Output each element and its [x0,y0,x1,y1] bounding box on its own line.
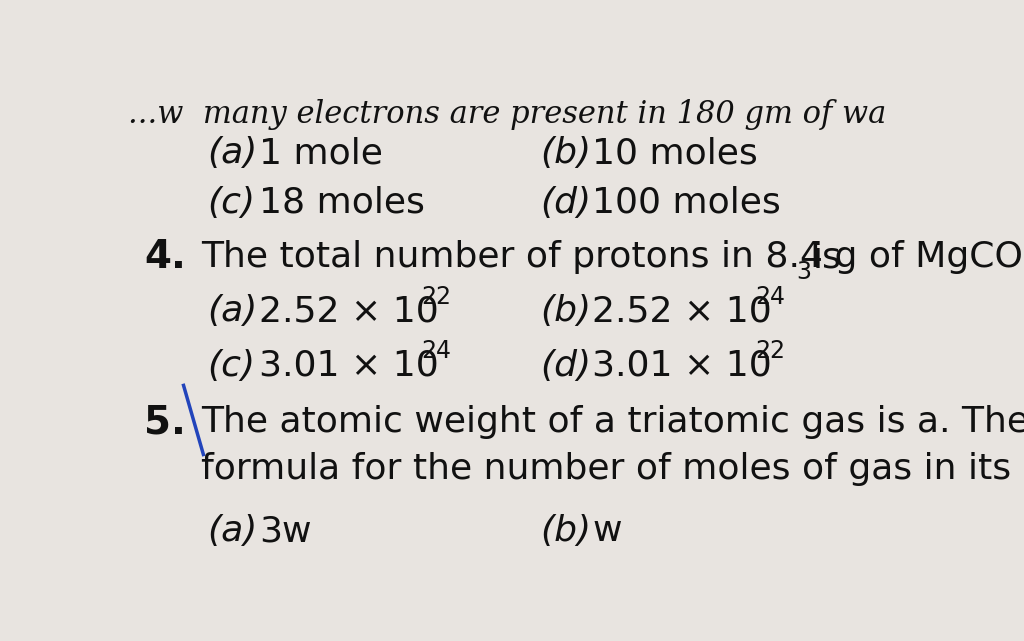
Text: 1 mole: 1 mole [259,137,383,171]
Text: formula for the number of moles of gas in its w: formula for the number of moles of gas i… [201,453,1024,487]
Text: 18 moles: 18 moles [259,186,425,220]
Text: 3.01 × 10: 3.01 × 10 [592,349,772,383]
Text: 4.: 4. [143,238,185,276]
Text: (d): (d) [541,349,592,383]
Text: 22: 22 [422,285,452,308]
Text: 22: 22 [755,339,785,363]
Text: (a): (a) [207,294,258,328]
Text: (c): (c) [207,186,255,220]
Text: w: w [592,514,622,548]
Text: The atomic weight of a triatomic gas is a. The cor: The atomic weight of a triatomic gas is … [201,405,1024,440]
Text: 10 moles: 10 moles [592,137,758,171]
Text: 2.52 × 10: 2.52 × 10 [592,294,772,328]
Text: The total number of protons in 8.4 g of MgCO: The total number of protons in 8.4 g of … [201,240,1023,274]
Text: (c): (c) [207,349,255,383]
Text: ...w  many electrons are present in 180 gm of wa: ...w many electrons are present in 180 g… [128,99,886,130]
Text: 5.: 5. [143,403,185,442]
Text: 2.52 × 10: 2.52 × 10 [259,294,438,328]
Text: (a): (a) [207,514,258,548]
Text: is: is [813,240,842,274]
Text: 100 moles: 100 moles [592,186,781,220]
Text: (d): (d) [541,186,592,220]
Text: 3: 3 [797,260,811,284]
Text: (b): (b) [541,294,592,328]
Text: 3w: 3w [259,514,311,548]
Text: 24: 24 [422,339,452,363]
Text: (b): (b) [541,514,592,548]
Text: (a): (a) [207,137,258,171]
Text: (b): (b) [541,137,592,171]
Text: 3.01 × 10: 3.01 × 10 [259,349,438,383]
Text: 24: 24 [755,285,785,308]
